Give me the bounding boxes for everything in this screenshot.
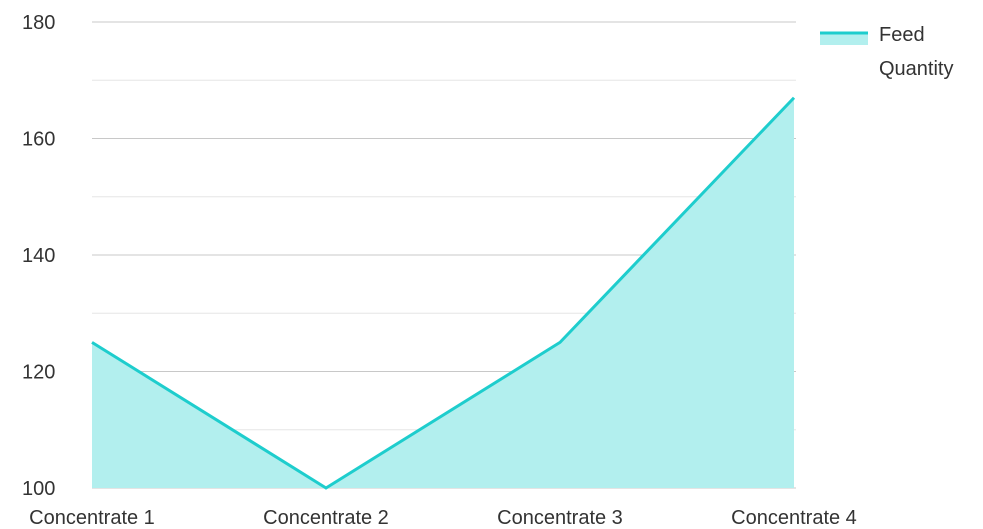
series-area-feed-quantity bbox=[92, 97, 794, 488]
legend-label-line2: Quantity bbox=[879, 58, 953, 80]
x-tick-label: Concentrate 3 bbox=[497, 507, 623, 529]
y-tick-label: 160 bbox=[22, 129, 55, 151]
series-line-feed-quantity bbox=[91, 96, 796, 490]
legend-area-swatch bbox=[820, 33, 868, 45]
y-tick-label: 140 bbox=[22, 245, 55, 267]
line-layer bbox=[91, 96, 796, 490]
y-tick-label: 180 bbox=[22, 12, 55, 34]
legend: Feed Quantity bbox=[820, 24, 953, 80]
y-axis: 100 120 140 160 180 bbox=[22, 12, 55, 500]
x-tick-label: Concentrate 1 bbox=[29, 507, 155, 529]
legend-label-line1: Feed bbox=[879, 24, 925, 46]
y-tick-label: 120 bbox=[22, 362, 55, 384]
area-layer bbox=[92, 97, 794, 488]
x-tick-label: Concentrate 4 bbox=[731, 507, 857, 529]
x-tick-label: Concentrate 2 bbox=[263, 507, 389, 529]
y-tick-label: 100 bbox=[22, 478, 55, 500]
x-axis: Concentrate 1 Concentrate 2 Concentrate 3 C… bbox=[29, 507, 857, 529]
